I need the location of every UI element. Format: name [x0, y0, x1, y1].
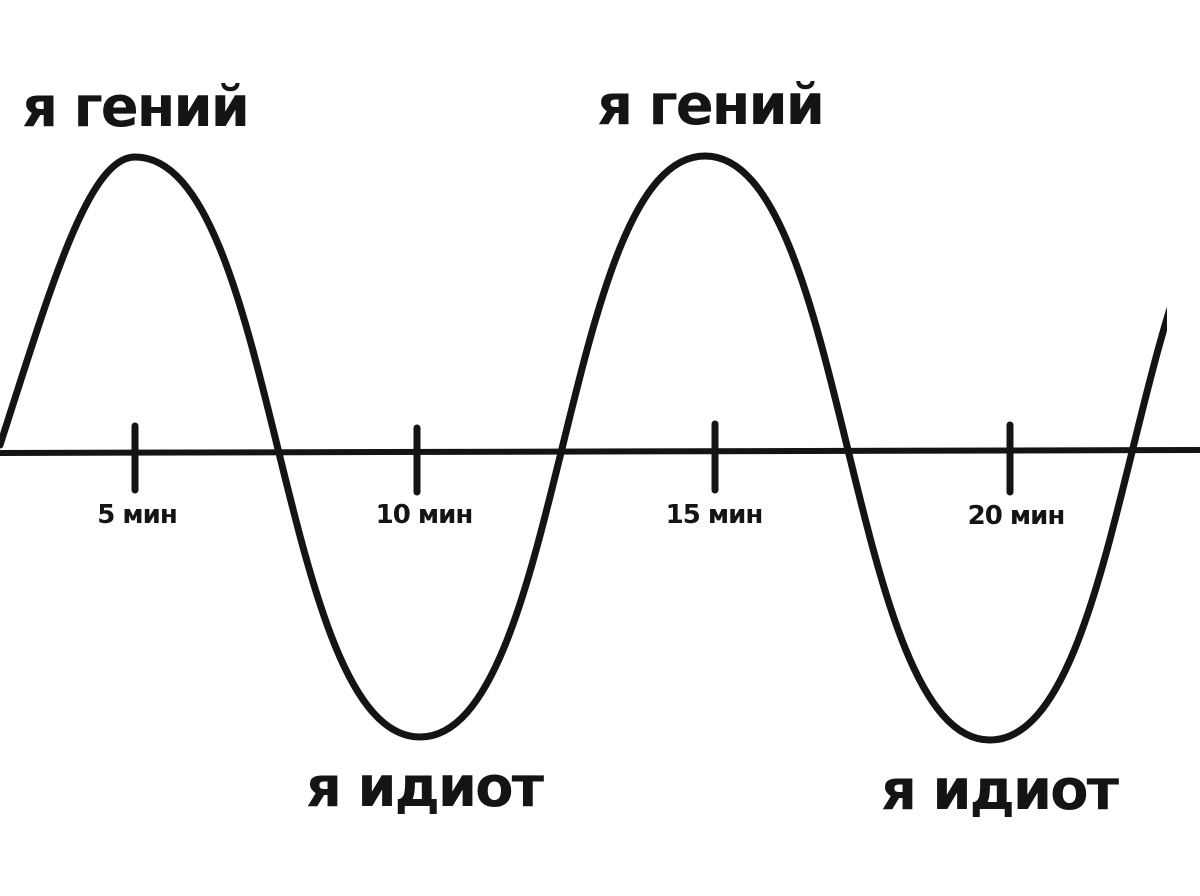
tick-label-15min: 15 мин: [665, 500, 764, 530]
tick-label-20min: 20 мин: [967, 501, 1066, 531]
peak-label-1: я гений: [22, 75, 250, 140]
tick-label-5min: 5 мин: [97, 500, 178, 530]
tick-label-10min: 10 мин: [375, 500, 474, 530]
trough-label-2: я идиот: [880, 758, 1119, 823]
x-axis: [0, 447, 1200, 456]
trough-label-1: я идиот: [305, 755, 544, 820]
wave-curve: [0, 152, 1167, 744]
peak-label-2: я гений: [597, 73, 825, 138]
